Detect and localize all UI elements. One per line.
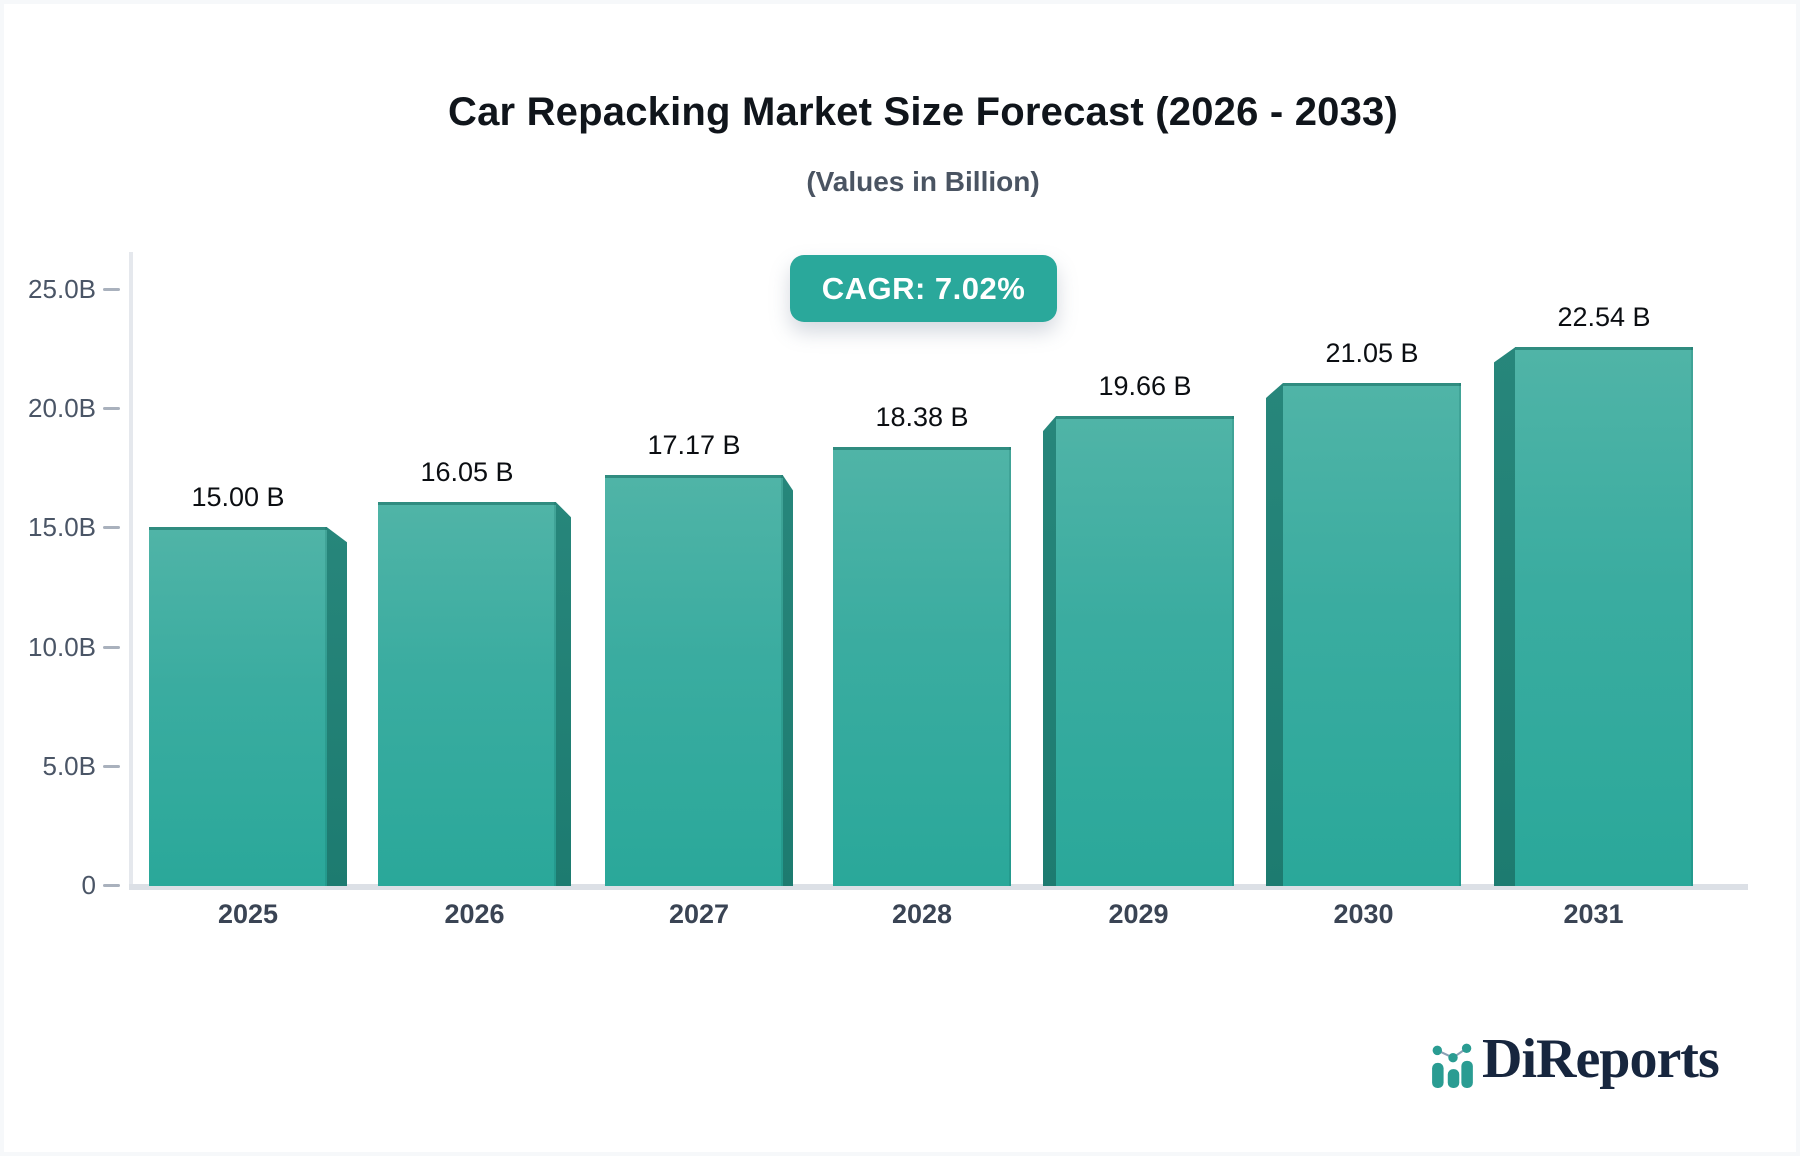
bar-side-face [1043, 416, 1056, 886]
y-axis-label: 15.0B [28, 512, 96, 543]
x-axis-label: 2031 [1563, 899, 1624, 929]
y-axis-label: 25.0B [28, 273, 96, 304]
bar-chart-logo-icon [1432, 1043, 1473, 1088]
chart-subtitle: (Values in Billion) [806, 166, 1040, 197]
bar-2026[interactable] [378, 502, 556, 886]
x-axis-line [129, 884, 1748, 890]
bar-value-label: 18.38 B [875, 401, 969, 432]
y-axis-label: 10.0B [28, 631, 96, 662]
x-axis-label: 2026 [444, 899, 505, 929]
bar-value-label: 15.00 B [191, 482, 285, 513]
bar-side-face [1266, 382, 1283, 886]
bar-value-label: 16.05 B [420, 457, 514, 488]
bar-side-face [783, 475, 793, 886]
y-axis-tick [103, 287, 120, 291]
cagr-badge-label: CAGR: 7.02% [821, 270, 1026, 306]
bar-2031[interactable] [1515, 347, 1693, 886]
y-axis-label: 0 [81, 870, 96, 900]
bar-side-face [556, 502, 571, 886]
y-axis-tick [103, 645, 120, 649]
bar-side-face [327, 527, 347, 886]
x-axis-label: 2030 [1333, 899, 1394, 929]
x-axis-label: 2028 [891, 899, 953, 929]
bar-2027[interactable] [605, 475, 783, 886]
y-axis-label: 20.0B [28, 393, 96, 423]
y-axis-tick [103, 407, 120, 410]
brand-logo-text: DiReports [1482, 1028, 1720, 1090]
y-axis-tick [103, 526, 120, 530]
x-axis-label: 2029 [1108, 899, 1169, 929]
y-axis-label: 5.0B [42, 750, 97, 781]
y-axis-tick [103, 884, 120, 887]
chart-title: Car Repacking Market Size Forecast (2026… [447, 90, 1399, 134]
y-axis-tick [103, 764, 120, 768]
bar-value-label: 22.54 B [1557, 302, 1651, 333]
x-axis-label: 2025 [217, 899, 279, 929]
bar-value-label: 19.66 B [1098, 371, 1192, 402]
x-axis-label: 2027 [668, 899, 730, 929]
cagr-badge: CAGR: 7.02% [790, 255, 1057, 322]
brand-logo: DiReports [1430, 1026, 1720, 1090]
y-axis-line [129, 252, 133, 889]
bar-2029[interactable] [1056, 416, 1234, 886]
bar-value-label: 17.17 B [647, 430, 741, 461]
bar-2025[interactable] [149, 527, 327, 886]
bar-side-face [1494, 347, 1515, 886]
bar-2028[interactable] [833, 446, 1011, 886]
bar-2030[interactable] [1283, 382, 1461, 886]
bar-value-label: 21.05 B [1325, 337, 1419, 368]
